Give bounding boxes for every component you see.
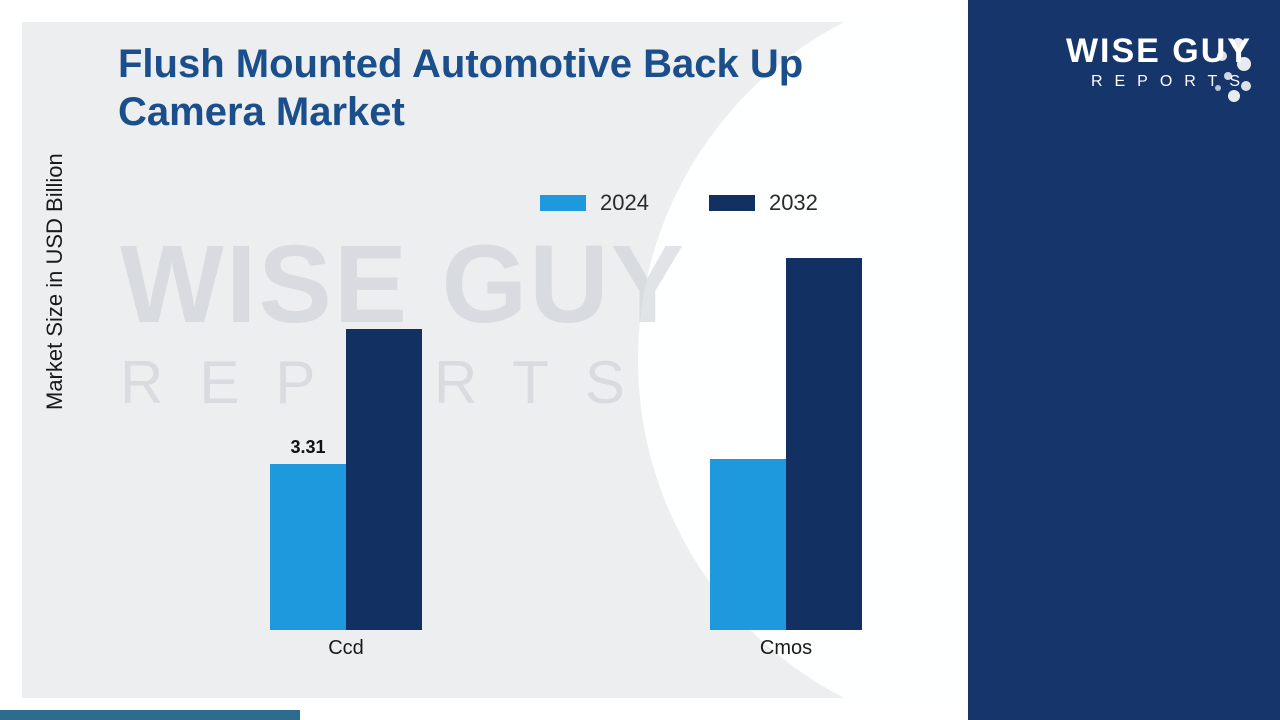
- chart-title: Flush Mounted Automotive Back Up Camera …: [118, 40, 878, 136]
- category-label: Ccd: [270, 637, 422, 660]
- legend-item-2024: 2024: [540, 190, 649, 216]
- plot-area: 3.31Ccd Cmos: [118, 228, 1018, 630]
- bottom-accent-bar: [0, 710, 300, 720]
- legend: 2024 2032: [540, 190, 818, 216]
- stage: WISE GUY REPORTS Flush Mounted Automotiv…: [0, 0, 1280, 720]
- legend-label-2024: 2024: [600, 190, 649, 216]
- bar: [786, 258, 862, 630]
- category-label: Cmos: [710, 637, 862, 660]
- legend-item-2032: 2032: [709, 190, 818, 216]
- bar-value-label: 3.31: [270, 437, 346, 458]
- legend-swatch-2032: [709, 195, 755, 211]
- bar: [270, 464, 346, 630]
- bar-group: 3.31Ccd: [270, 228, 422, 630]
- brand-logo: WISE GUY REPORTS: [1002, 32, 1252, 91]
- legend-swatch-2024: [540, 195, 586, 211]
- y-axis-label: Market Size in USD Billion: [42, 153, 68, 410]
- logo-dots-icon: [1188, 26, 1258, 116]
- bar: [346, 329, 422, 631]
- chart-area: 3.31CcdCmos: [118, 228, 1018, 658]
- legend-label-2032: 2032: [769, 190, 818, 216]
- bar-group: Cmos: [710, 228, 862, 630]
- bar: [710, 459, 786, 630]
